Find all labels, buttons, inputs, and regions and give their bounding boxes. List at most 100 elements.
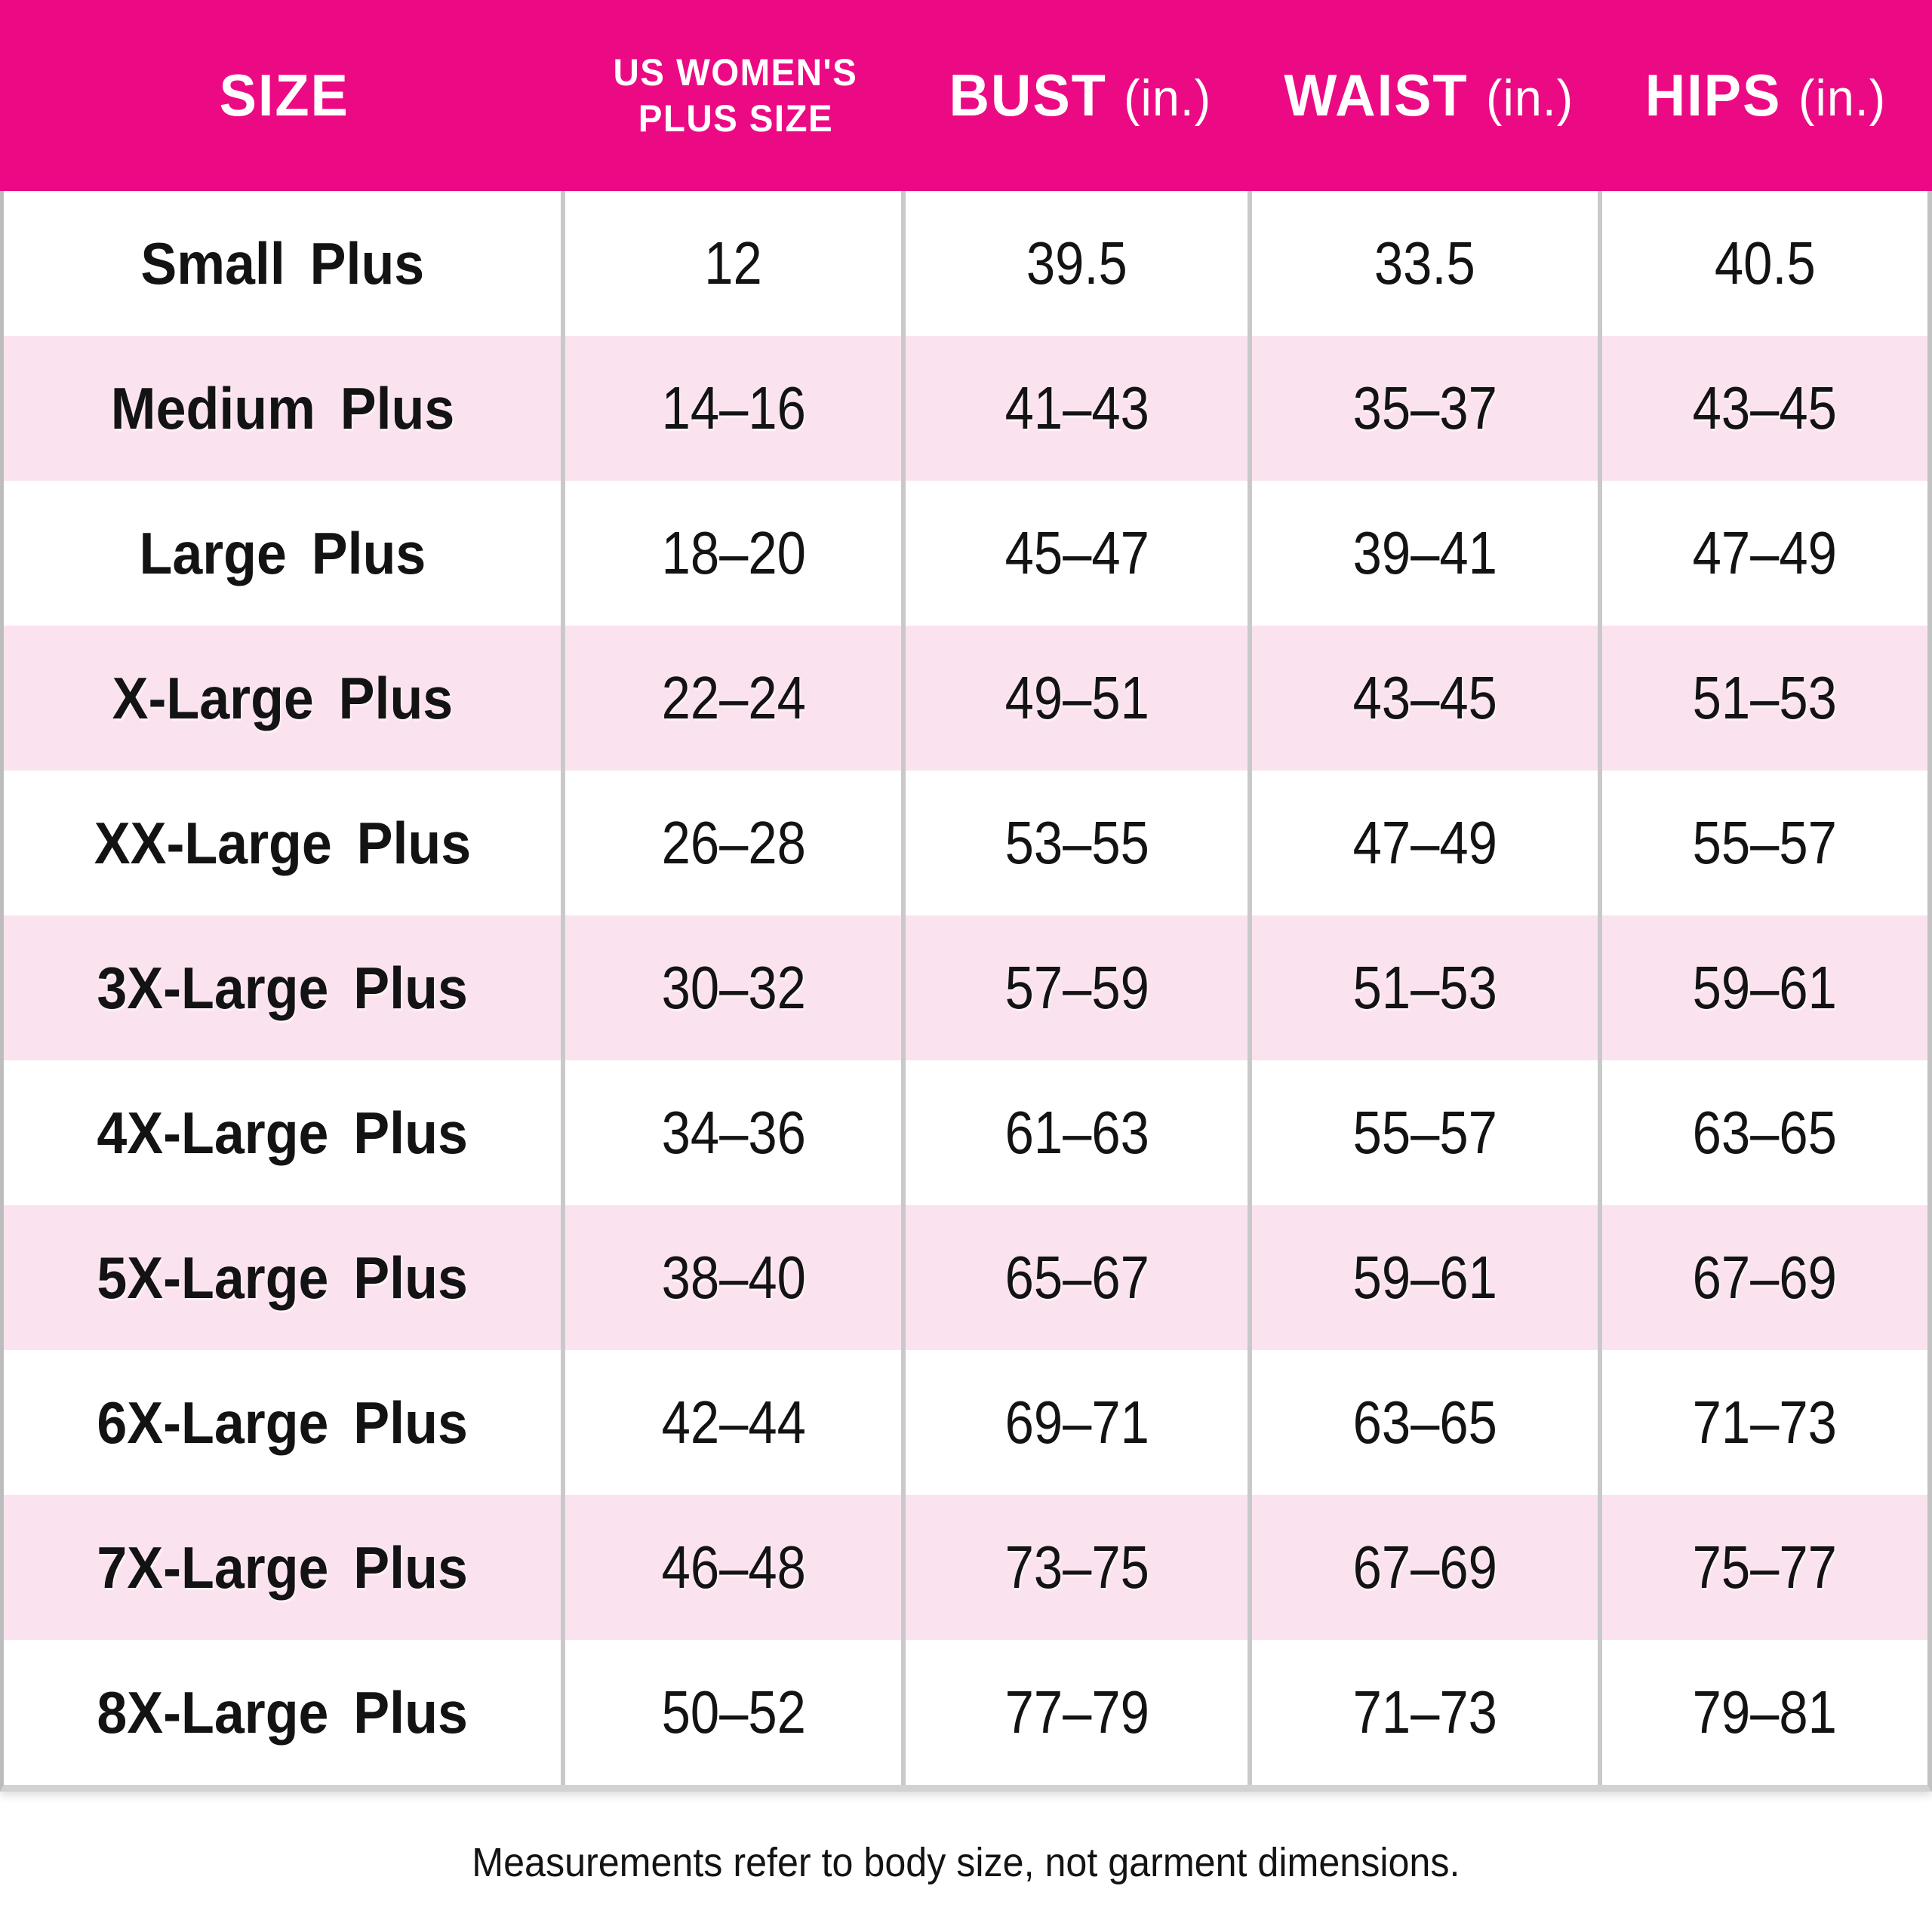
us-size-cell: 38–40 (565, 1205, 906, 1350)
waist-value: 71–73 (1352, 1678, 1497, 1746)
hips-value: 40.5 (1714, 229, 1816, 297)
bust-value: 69–71 (1004, 1389, 1149, 1456)
size-name-cell: Large Plus (4, 481, 566, 626)
bust-value: 57–59 (1004, 954, 1149, 1021)
size-name: Medium Plus (110, 374, 454, 441)
waist-cell: 55–57 (1252, 1060, 1603, 1205)
bust-value: 77–79 (1004, 1678, 1149, 1746)
waist-cell: 43–45 (1252, 626, 1603, 771)
us-size-cell: 12 (565, 191, 906, 336)
table-row: 7X-Large Plus 46–48 73–75 67–69 75–77 (4, 1495, 1927, 1640)
bust-cell: 69–71 (906, 1350, 1253, 1495)
header-us-womens-line1: US WOMEN'S (614, 51, 858, 94)
hips-value: 63–65 (1692, 1099, 1838, 1166)
bust-value: 39.5 (1026, 229, 1128, 297)
size-name-cell: X-Large Plus (4, 626, 566, 771)
hips-cell: 43–45 (1602, 336, 1927, 481)
size-name-cell: 6X-Large Plus (4, 1350, 566, 1495)
table-row: Medium Plus 14–16 41–43 35–37 43–45 (4, 336, 1927, 481)
header-size-label: SIZE (219, 61, 350, 128)
us-size-cell: 42–44 (565, 1350, 906, 1495)
hips-cell: 67–69 (1602, 1205, 1927, 1350)
hips-cell: 51–53 (1602, 626, 1927, 771)
waist-value: 35–37 (1352, 374, 1497, 441)
header-bust-unit: (in.) (1124, 69, 1212, 127)
bust-cell: 57–59 (906, 915, 1253, 1060)
hips-cell: 47–49 (1602, 481, 1927, 626)
hips-cell: 75–77 (1602, 1495, 1927, 1640)
bust-cell: 65–67 (906, 1205, 1253, 1350)
hips-value: 71–73 (1692, 1389, 1838, 1456)
hips-value: 47–49 (1692, 519, 1838, 586)
waist-value: 51–53 (1352, 954, 1497, 1021)
us-size-cell: 46–48 (565, 1495, 906, 1640)
header-waist: WAIST (in.) (1252, 0, 1602, 191)
us-size-value: 34–36 (661, 1099, 806, 1166)
table-row: XX-Large Plus 26–28 53–55 47–49 55–57 (4, 771, 1927, 915)
us-size-cell: 22–24 (565, 626, 906, 771)
hips-value: 79–81 (1692, 1678, 1838, 1746)
waist-value: 39–41 (1352, 519, 1497, 586)
us-size-value: 46–48 (661, 1534, 806, 1601)
us-size-value: 50–52 (661, 1678, 806, 1746)
size-name: 4X-Large Plus (97, 1099, 468, 1166)
us-size-value: 22–24 (661, 664, 806, 731)
size-name: 8X-Large Plus (97, 1678, 468, 1746)
hips-cell: 79–81 (1602, 1640, 1927, 1785)
size-name-cell: XX-Large Plus (4, 771, 566, 915)
bust-cell: 49–51 (906, 626, 1253, 771)
header-us-womens-line2: PLUS SIZE (638, 97, 834, 140)
us-size-cell: 34–36 (565, 1060, 906, 1205)
us-size-value: 38–40 (661, 1244, 806, 1311)
size-name: X-Large Plus (112, 664, 453, 731)
us-size-value: 18–20 (661, 519, 806, 586)
header-bust-label: BUST (949, 61, 1107, 128)
waist-cell: 67–69 (1252, 1495, 1603, 1640)
hips-cell: 63–65 (1602, 1060, 1927, 1205)
footnote-text: Measurements refer to body size, not gar… (472, 1839, 1460, 1885)
table-row: 4X-Large Plus 34–36 61–63 55–57 63–65 (4, 1060, 1927, 1205)
hips-value: 43–45 (1692, 374, 1838, 441)
table-row: 5X-Large Plus 38–40 65–67 59–61 67–69 (4, 1205, 1927, 1350)
hips-value: 59–61 (1692, 954, 1838, 1021)
waist-cell: 35–37 (1252, 336, 1603, 481)
us-size-value: 42–44 (661, 1389, 806, 1456)
bust-cell: 41–43 (906, 336, 1253, 481)
table-row: 8X-Large Plus 50–52 77–79 71–73 79–81 (4, 1640, 1927, 1785)
us-size-cell: 30–32 (565, 915, 906, 1060)
size-name-cell: Small Plus (4, 191, 566, 336)
us-size-cell: 14–16 (565, 336, 906, 481)
waist-cell: 39–41 (1252, 481, 1603, 626)
waist-cell: 63–65 (1252, 1350, 1603, 1495)
size-name: Small Plus (140, 229, 425, 297)
waist-cell: 71–73 (1252, 1640, 1603, 1785)
hips-cell: 71–73 (1602, 1350, 1927, 1495)
header-us-womens-plus-size: US WOMEN'S PLUS SIZE (565, 0, 906, 191)
bust-value: 41–43 (1004, 374, 1149, 441)
bust-cell: 77–79 (906, 1640, 1253, 1785)
bust-value: 61–63 (1004, 1099, 1149, 1166)
waist-value: 47–49 (1352, 809, 1497, 876)
bust-value: 49–51 (1004, 664, 1149, 731)
waist-cell: 59–61 (1252, 1205, 1603, 1350)
bust-cell: 53–55 (906, 771, 1253, 915)
size-name: XX-Large Plus (94, 809, 471, 876)
bust-value: 73–75 (1004, 1534, 1149, 1601)
size-name: 6X-Large Plus (97, 1389, 468, 1456)
us-size-cell: 50–52 (565, 1640, 906, 1785)
waist-value: 55–57 (1352, 1099, 1497, 1166)
header-hips-unit: (in.) (1798, 69, 1886, 127)
table-row: Small Plus 12 39.5 33.5 40.5 (4, 191, 1927, 336)
header-bust: BUST (in.) (906, 0, 1252, 191)
us-size-value: 14–16 (661, 374, 806, 441)
bust-cell: 45–47 (906, 481, 1253, 626)
size-name: Large Plus (139, 519, 426, 586)
waist-value: 67–69 (1352, 1534, 1497, 1601)
table-body: Small Plus 12 39.5 33.5 40.5 Medium Plus… (0, 191, 1932, 1792)
hips-value: 55–57 (1692, 809, 1838, 876)
us-size-value: 30–32 (661, 954, 806, 1021)
hips-cell: 55–57 (1602, 771, 1927, 915)
bust-value: 65–67 (1004, 1244, 1149, 1311)
us-size-value: 12 (704, 229, 763, 297)
table-header-row: SIZE US WOMEN'S PLUS SIZE BUST (in.) WAI… (0, 0, 1932, 191)
